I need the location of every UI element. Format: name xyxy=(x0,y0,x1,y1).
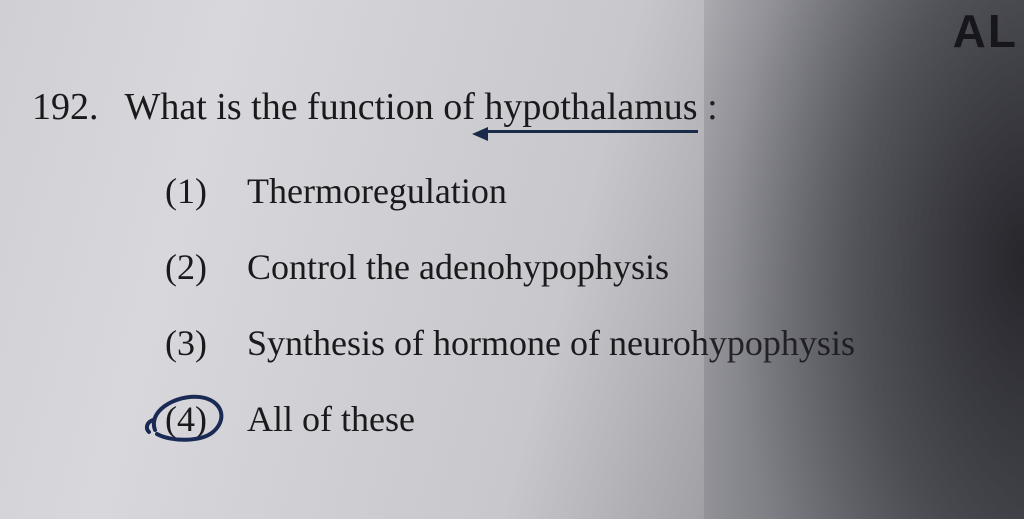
question-row: 192. What is the function of hypothalamu… xyxy=(32,85,984,129)
underlined-word: hypothalamus xyxy=(484,86,697,133)
question-block: 192. What is the function of hypothalamu… xyxy=(32,85,984,129)
option-number: (2) xyxy=(165,246,227,288)
question-text: What is the function of hypothalamus : xyxy=(125,85,718,129)
underlined-term: hypothalamus xyxy=(484,85,697,129)
option-number: (3) xyxy=(165,322,227,364)
option-text: Control the adenohypophysis xyxy=(247,246,669,288)
option-4: (4) All of these xyxy=(165,398,855,440)
options-list: (1) Thermoregulation (2) Control the ade… xyxy=(165,170,855,440)
question-suffix: : xyxy=(698,86,718,128)
option-2: (2) Control the adenohypophysis xyxy=(165,246,855,288)
option-3: (3) Synthesis of hormone of neurohypophy… xyxy=(165,322,855,364)
option-number: (1) xyxy=(165,170,227,212)
question-number: 192. xyxy=(32,85,99,129)
option-text: Thermoregulation xyxy=(247,170,507,212)
option-text: All of these xyxy=(247,398,415,440)
option-1: (1) Thermoregulation xyxy=(165,170,855,212)
option-number: (4) xyxy=(165,398,227,440)
corner-label: AL xyxy=(953,4,1018,58)
option-text: Synthesis of hormone of neurohypophysis xyxy=(247,322,855,364)
question-prefix: What is the function of xyxy=(125,86,485,128)
arrow-left-icon xyxy=(472,127,488,141)
